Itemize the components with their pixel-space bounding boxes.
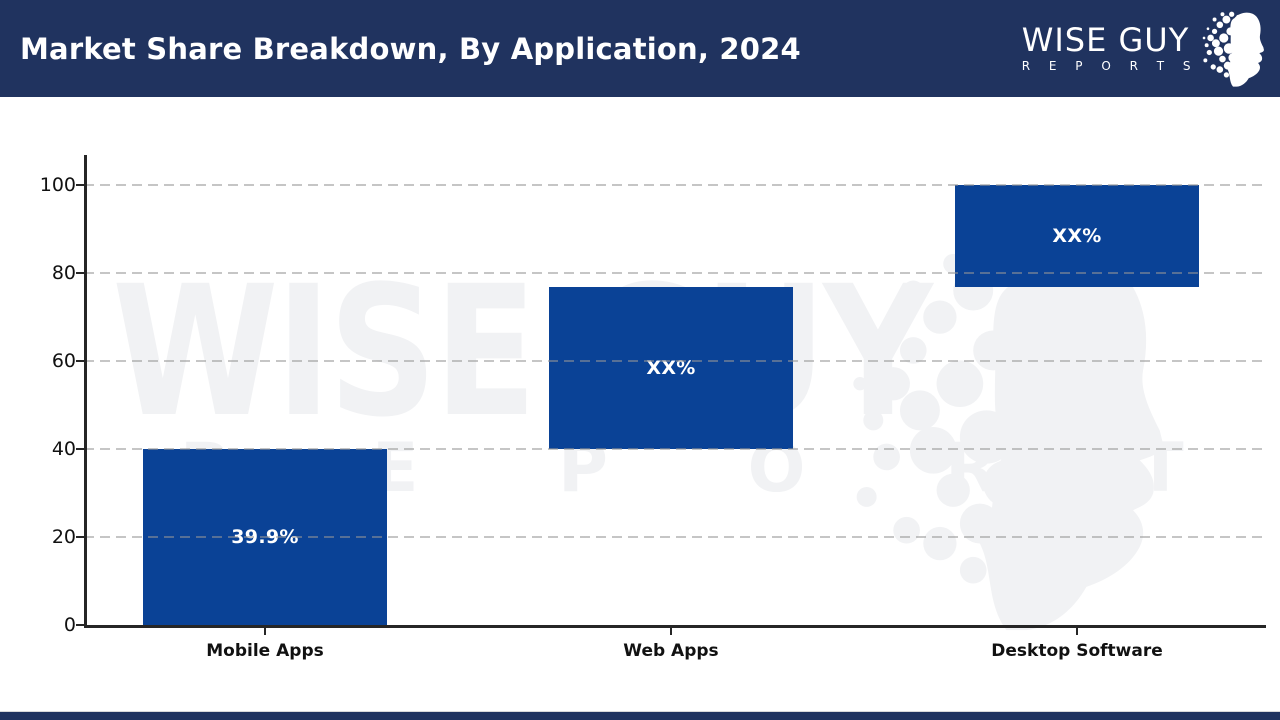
y-tick-label-60: 60: [51, 350, 76, 372]
y-axis-line: [84, 155, 87, 627]
gridline-80: [84, 272, 1266, 274]
footer-accent-strip: [0, 712, 1280, 720]
y-tick-mark-20: [76, 536, 84, 538]
x-tick-mark-1: [264, 627, 266, 635]
y-tick-mark-0: [76, 624, 84, 626]
bar-value-label: XX%: [646, 357, 696, 380]
page-title: Market Share Breakdown, By Application, …: [20, 31, 801, 66]
logo-subtext: R E P O R T S: [1021, 59, 1198, 74]
x-tick-mark-2: [670, 627, 672, 635]
gridline-20: [84, 536, 1266, 538]
y-tick-label-20: 20: [51, 526, 76, 548]
logo-head-icon: [1200, 9, 1266, 88]
logo-wordmark: WISE GUY: [1021, 20, 1190, 59]
x-tick-mark-3: [1076, 627, 1078, 635]
category-label-2: Web Apps: [623, 641, 719, 661]
wise-guy-reports-logo: WISE GUY R E P O R T S: [1022, 9, 1266, 88]
y-tick-label-40: 40: [51, 438, 76, 460]
bar-web-apps: XX%: [549, 287, 793, 449]
chart-area: WISE GUY R E P O R T S 02040608010039.9%…: [0, 97, 1280, 712]
gridline-60: [84, 360, 1266, 362]
gridline-40: [84, 448, 1266, 450]
y-tick-label-0: 0: [63, 614, 76, 636]
category-label-3: Desktop Software: [991, 641, 1163, 661]
y-tick-label-100: 100: [39, 174, 76, 196]
header-bar: Market Share Breakdown, By Application, …: [0, 0, 1280, 97]
y-tick-mark-40: [76, 448, 84, 450]
category-label-1: Mobile Apps: [206, 641, 324, 661]
x-axis-line: [84, 625, 1266, 628]
y-tick-mark-100: [76, 184, 84, 186]
bar-value-label: XX%: [1052, 225, 1102, 248]
gridline-100: [84, 184, 1266, 186]
y-tick-mark-60: [76, 360, 84, 362]
y-tick-mark-80: [76, 272, 84, 274]
logo-text: WISE GUY R E P O R T S: [1021, 20, 1198, 74]
plot-region: 0 20 40 60 80 100 39.9% XX% XX% Mobile Apps Web Ap…: [0, 97, 1280, 712]
y-tick-label-80: 80: [51, 262, 76, 284]
footer-hairline: [0, 711, 1280, 712]
